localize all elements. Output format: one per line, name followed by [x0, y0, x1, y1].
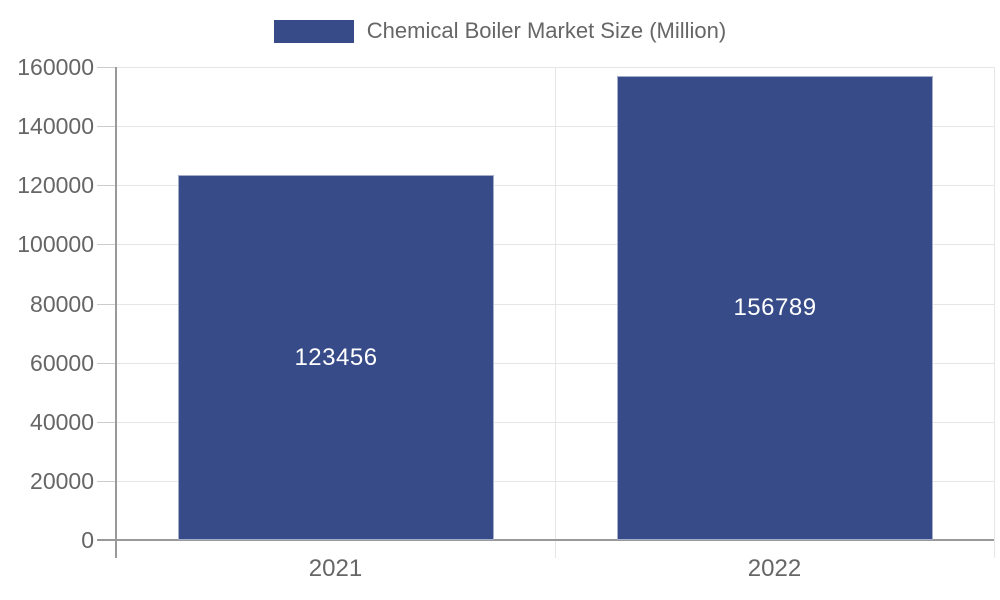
- x-boundary-line: [994, 67, 995, 558]
- plot-area: 0 20000 40000 60000 80000 100000 120000 140000 1…: [17, 54, 995, 582]
- x-axis-line: [97, 539, 994, 541]
- legend-item[interactable]: Chemical Boiler Market Size (Million): [0, 18, 1000, 44]
- y-tick-mark: [97, 185, 116, 186]
- y-axis-tick-label: 100000: [17, 231, 94, 257]
- y-axis-tick-label: 60000: [30, 350, 94, 376]
- x-axis-category-label: 2021: [308, 555, 363, 582]
- y-tick-mark: [97, 244, 116, 245]
- y-axis-tick-label: 20000: [30, 468, 94, 494]
- y-axis-line: [115, 67, 117, 558]
- y-tick-mark: [97, 304, 116, 305]
- y-tick-mark: [97, 422, 116, 423]
- bar-value-label: 156789: [733, 294, 817, 321]
- y-axis-tick-label: 160000: [17, 54, 94, 80]
- bar-2022[interactable]: 156789: [617, 76, 933, 540]
- bar-2021[interactable]: 123456: [178, 175, 494, 540]
- y-axis-tick-label: 40000: [30, 409, 94, 435]
- y-axis-tick-label: 140000: [17, 113, 94, 139]
- y-tick-mark: [97, 126, 116, 127]
- y-axis-tick-label: 120000: [17, 172, 94, 198]
- y-tick-mark: [97, 363, 116, 364]
- y-axis-tick-label: 80000: [30, 291, 94, 317]
- legend-swatch-icon: [273, 19, 354, 43]
- x-axis-category-label: 2022: [747, 555, 802, 582]
- y-axis-tick-label: 0: [81, 527, 94, 553]
- y-tick-mark: [97, 67, 116, 68]
- bar-value-label: 123456: [294, 343, 378, 371]
- legend-label: Chemical Boiler Market Size (Million): [366, 18, 727, 43]
- y-tick-mark: [97, 481, 116, 482]
- x-boundary-line: [555, 67, 556, 558]
